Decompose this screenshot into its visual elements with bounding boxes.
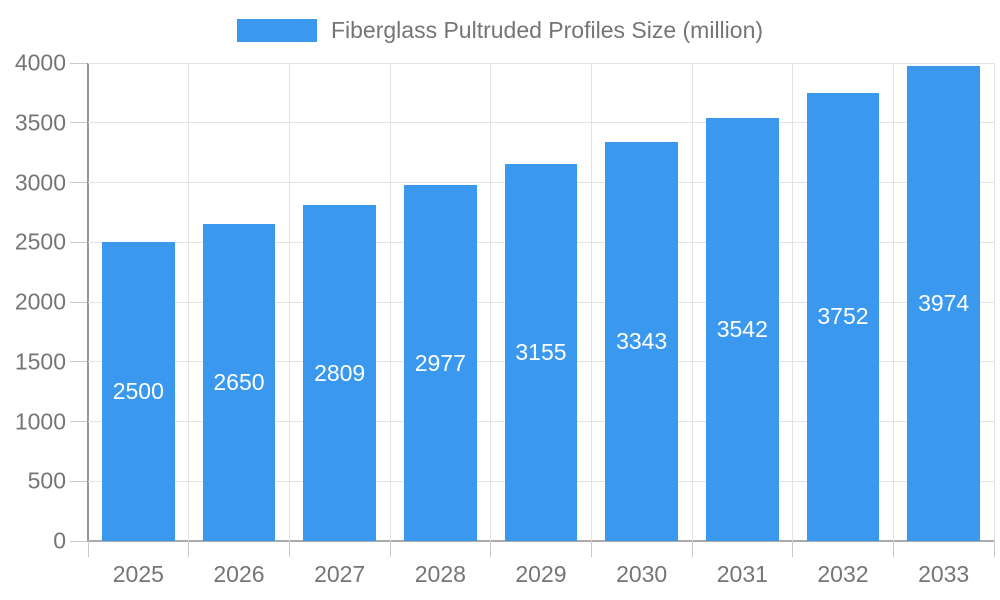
y-tick-label: 4000 [14,49,66,76]
x-axis-tick [188,541,190,557]
bar-value-label: 2977 [414,349,466,376]
x-axis-line [87,540,994,542]
h-gridline [88,62,994,64]
y-tick-label: 2000 [14,288,66,315]
bar-2028[interactable] [404,185,477,541]
bar-2025[interactable] [102,242,175,541]
x-tick-label: 2028 [414,561,466,587]
x-tick-label: 2025 [112,561,164,587]
v-gridline [792,63,794,541]
x-axis-tick [590,541,592,557]
y-tick-label: 500 [27,467,66,494]
bar-value-label: 2650 [213,369,265,396]
h-gridline [88,122,994,124]
x-axis-tick [993,541,995,557]
x-axis-tick [389,541,391,557]
legend-swatch [236,18,317,42]
bar-2027[interactable] [303,205,376,541]
y-axis-tick [70,361,87,363]
bar-value-label: 3974 [918,290,970,317]
v-gridline [993,63,995,541]
v-gridline [389,63,391,541]
bar-2030[interactable] [605,141,678,541]
y-axis-tick [70,241,87,243]
y-axis-tick [70,540,87,542]
x-tick-label: 2027 [314,561,366,587]
v-gridline [691,63,693,541]
y-tick-label: 1000 [14,408,66,434]
y-tick-label: 3500 [14,109,66,136]
x-axis-tick [490,541,492,557]
y-axis-tick [70,62,87,64]
v-gridline [288,63,290,541]
legend-item[interactable]: Fiberglass Pultruded Profiles Size (mill… [236,16,764,44]
x-axis-tick [288,541,290,557]
bar-2032[interactable] [806,92,880,541]
legend-label: Fiberglass Pultruded Profiles Size (mill… [330,16,764,43]
v-gridline [892,63,894,541]
y-axis-tick [70,122,87,124]
bar-value-label: 3155 [515,338,567,365]
bar-2026[interactable] [202,224,276,541]
bar-value-label: 2500 [112,378,164,405]
y-axis-tick [70,301,87,303]
v-gridline [188,63,190,541]
plot-area: 0 500 1000 1500 2000 2500 3000 3500 4000 2500 2025… [15,50,995,587]
bar-2029[interactable] [504,163,578,541]
x-tick-label: 2030 [616,561,668,587]
y-tick-label: 2500 [14,228,66,255]
bar-value-label: 3343 [616,327,668,354]
x-axis-tick [792,541,794,557]
bar-2031[interactable] [706,117,779,541]
y-axis-tick [70,182,87,183]
v-gridline [590,63,592,541]
x-tick-label: 2031 [716,561,768,587]
x-axis-tick [691,541,693,557]
v-gridline [490,63,492,541]
y-tick-label: 0 [53,527,66,554]
y-tick-label: 3000 [14,169,66,195]
x-tick-label: 2026 [213,561,265,587]
bar-value-label: 2809 [314,359,366,386]
x-tick-label: 2029 [515,561,567,587]
bar-value-label: 3752 [817,303,869,330]
y-tick-label: 1500 [14,348,66,375]
x-tick-label: 2032 [817,561,869,587]
legend: Fiberglass Pultruded Profiles Size (mill… [0,12,1000,48]
bar-2033[interactable] [907,66,980,541]
x-axis-tick [892,541,894,557]
x-axis-tick [87,541,89,557]
bar-value-label: 3542 [716,315,768,342]
y-axis-tick [70,421,87,422]
x-tick-label: 2033 [918,561,970,587]
y-axis-tick [70,480,87,482]
